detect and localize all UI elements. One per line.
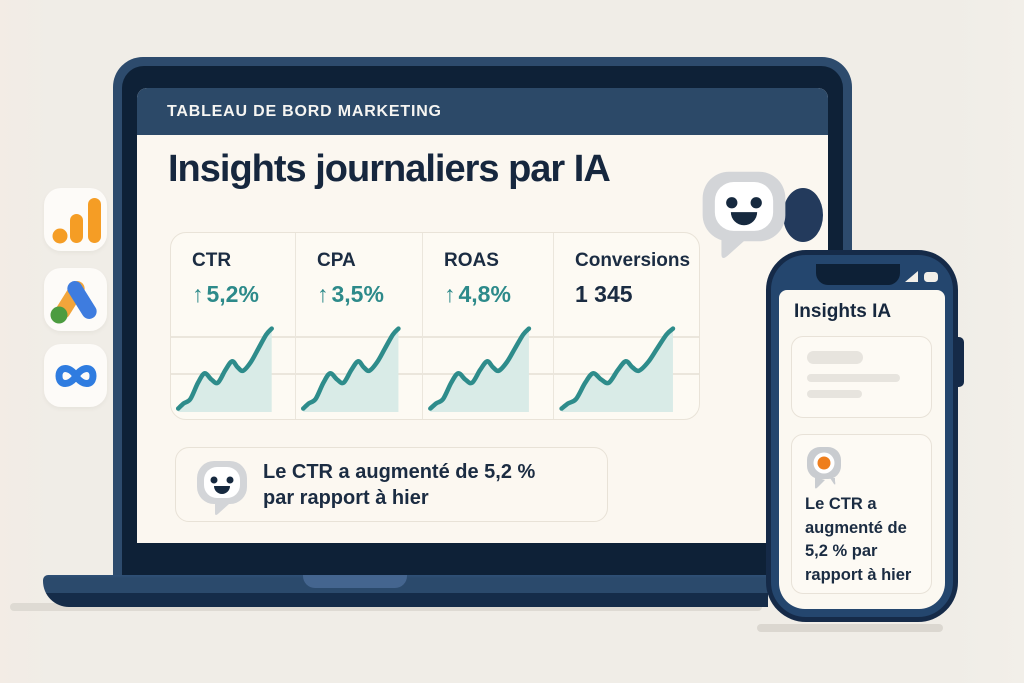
up-arrow-icon: ↑ xyxy=(317,281,329,307)
metric-label: CPA xyxy=(317,250,356,271)
laptop-trackpad-notch xyxy=(303,575,407,588)
google-analytics-icon xyxy=(52,197,101,243)
phone-frame: Insights IA Le CTR a augmenté de 5,2 % p xyxy=(766,250,958,622)
sparkline-chart xyxy=(301,326,413,412)
phone-insight-text: Le CTR a augmenté de 5,2 % par rapport à… xyxy=(805,493,911,587)
battery-icon xyxy=(924,272,938,282)
ai-chat-bubble-icon xyxy=(197,460,247,515)
app-tile-google-ads[interactable] xyxy=(44,268,107,331)
phone-skeleton-card xyxy=(791,336,932,418)
grid-line xyxy=(171,336,699,338)
signal-icon xyxy=(905,271,918,282)
sparkline-chart xyxy=(428,326,544,412)
insight-line: Le CTR a augmenté de 5,2 % xyxy=(263,460,536,483)
laptop-shadow xyxy=(10,603,762,611)
laptop-screen: TABLEAU DE BORD MARKETING Insights journ… xyxy=(137,88,828,543)
insight-line: par rapport à hier xyxy=(263,486,429,509)
ai-chat-bubble-icon xyxy=(807,447,841,489)
skeleton-bar xyxy=(807,351,863,364)
metrics-table: CTR ↑ 5,2% CPA ↑ 3,5% ROAS ↑ 4,8% xyxy=(170,232,700,420)
phone-insight-card: Le CTR a augmenté de 5,2 % par rapport à… xyxy=(791,434,932,594)
dashboard-header-bar: TABLEAU DE BORD MARKETING xyxy=(137,88,828,135)
metric-label: Conversions xyxy=(575,250,691,271)
insight-line: augmenté de xyxy=(805,518,907,537)
app-tile-google-analytics[interactable] xyxy=(44,188,107,251)
metric-label: CTR xyxy=(192,250,232,271)
insight-line: rapport à hier xyxy=(805,565,912,584)
metric-column-cpa: CPA ↑ 3,5% xyxy=(296,233,423,419)
grid-line xyxy=(171,373,699,375)
phone-shadow xyxy=(757,624,943,632)
phone-page-title: Insights IA xyxy=(794,301,892,322)
sparkline-chart xyxy=(176,326,286,412)
up-arrow-icon: ↑ xyxy=(192,281,204,307)
insight-line: 5,2 % par xyxy=(805,542,878,560)
laptop-base xyxy=(43,575,768,607)
metric-column-conversions: Conversions 1 345 xyxy=(554,233,699,419)
ai-insight-text: Le CTR a augmenté de 5,2 % par rapport à… xyxy=(263,459,535,511)
google-ads-icon xyxy=(50,280,97,323)
phone-screen: Insights IA Le CTR a augmenté de 5,2 % p xyxy=(779,290,945,609)
decorative-ellipse xyxy=(783,188,823,242)
metric-column-ctr: CTR ↑ 5,2% xyxy=(171,233,296,419)
phone-notch xyxy=(816,264,900,285)
metric-column-roas: ROAS ↑ 4,8% xyxy=(423,233,554,419)
sparkline-chart xyxy=(559,326,690,412)
metrics-columns: CTR ↑ 5,2% CPA ↑ 3,5% ROAS ↑ 4,8% xyxy=(171,233,699,419)
metric-label: ROAS xyxy=(444,250,499,271)
metric-value: 5,2% xyxy=(206,281,259,307)
ai-insight-card: Le CTR a augmenté de 5,2 % par rapport à… xyxy=(175,447,608,522)
skeleton-bar xyxy=(807,374,900,382)
dashboard-header-title: TABLEAU DE BORD MARKETING xyxy=(167,102,442,120)
skeleton-bar xyxy=(807,390,862,398)
app-tile-meta[interactable] xyxy=(44,344,107,407)
ai-assistant-chat-icon xyxy=(702,171,786,258)
page-title: Insights journaliers par IA xyxy=(168,148,611,190)
metric-value: 3,5% xyxy=(331,281,384,307)
insight-line: Le CTR a xyxy=(805,495,877,513)
metric-value: 1 345 xyxy=(575,281,633,307)
metric-value: 4,8% xyxy=(458,281,511,307)
meta-icon xyxy=(55,364,96,387)
up-arrow-icon: ↑ xyxy=(444,281,456,307)
